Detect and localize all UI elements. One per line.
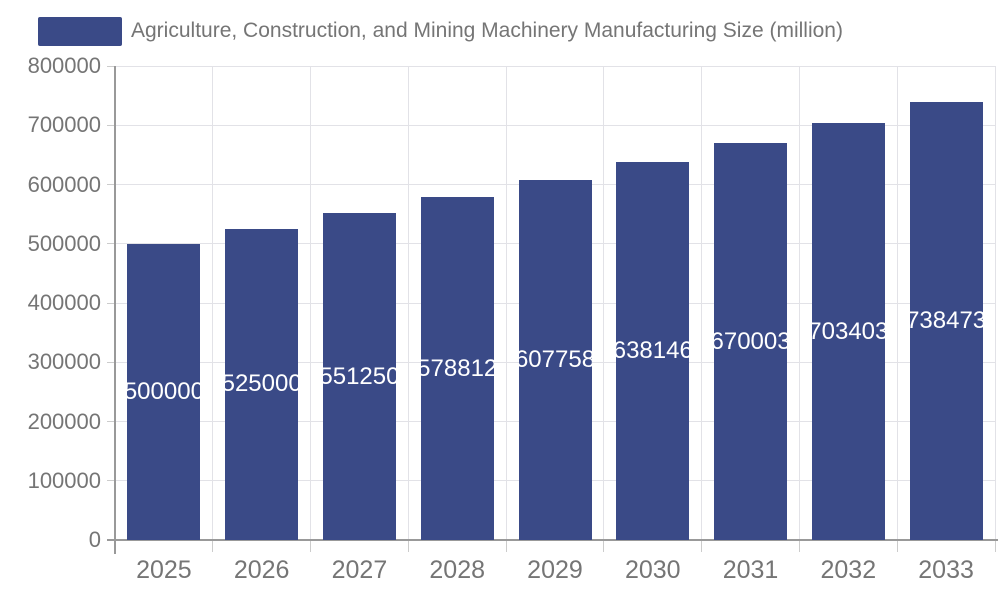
y-axis-tick: [107, 302, 115, 304]
x-tick-label: 2028: [429, 556, 486, 584]
y-tick-label: 800000: [27, 53, 101, 78]
bar-2029[interactable]: 607758: [518, 179, 592, 540]
v-gridline: [505, 66, 507, 540]
v-gridline: [603, 66, 605, 540]
x-tick-label: 2027: [331, 556, 388, 584]
bar-value-label: 638146: [616, 336, 690, 364]
v-gridline: [701, 66, 703, 540]
x-axis-tick: [212, 540, 214, 552]
v-gridline: [798, 66, 800, 540]
bar-value-label: 551250: [322, 362, 396, 390]
x-axis-tick: [896, 540, 898, 552]
bar-2033[interactable]: 738473: [909, 102, 983, 540]
x-tick-label: 2029: [527, 556, 583, 584]
y-tick-label: 0: [88, 527, 101, 552]
h-gridline: [115, 65, 995, 67]
x-axis-tick: [603, 540, 605, 552]
h-gridline: [115, 124, 995, 126]
y-tick-label: 300000: [27, 349, 101, 375]
x-axis-line: [107, 539, 998, 541]
v-gridline: [896, 66, 898, 540]
bar-2025[interactable]: 500000: [127, 243, 201, 540]
y-tick-label: 200000: [27, 408, 101, 434]
x-tick-label: 2031: [722, 556, 779, 584]
bar-value-label: 500000: [127, 377, 201, 405]
v-gridline: [212, 66, 214, 540]
bar-2026[interactable]: 525000: [225, 228, 299, 540]
bar-2032[interactable]: 703403: [811, 123, 885, 540]
bar-value-label: 738473: [909, 307, 983, 335]
x-tick-label: 2025: [136, 556, 192, 584]
x-tick-label: 2030: [624, 556, 681, 584]
x-axis-tick: [407, 540, 409, 552]
legend-item[interactable]: Agriculture, Construction, and Mining Ma…: [38, 15, 843, 47]
y-axis-tick: [107, 124, 115, 126]
x-tick-label: 2032: [820, 556, 877, 584]
y-tick-label: 400000: [27, 290, 101, 315]
bar-2031[interactable]: 670003: [714, 143, 788, 540]
x-axis-tick: [798, 540, 800, 552]
y-axis-tick: [107, 243, 115, 245]
bar-2028[interactable]: 578812: [420, 197, 494, 540]
bar-value-label: 670003: [714, 327, 788, 355]
bar-value-label: 578812: [420, 354, 494, 382]
v-gridline: [994, 66, 996, 540]
x-tick-label: 2033: [918, 556, 974, 584]
y-tick-label: 100000: [27, 467, 101, 493]
v-gridline: [310, 66, 312, 540]
y-tick-label: 600000: [27, 171, 101, 197]
bar-2027[interactable]: 551250: [322, 213, 396, 540]
x-axis-tick: [505, 540, 507, 552]
y-axis-tick: [107, 65, 115, 67]
y-axis-tick: [107, 361, 115, 363]
legend-swatch[interactable]: [38, 16, 122, 46]
bar-value-label: 525000: [225, 370, 299, 398]
v-gridline: [407, 66, 409, 540]
y-axis-line: [114, 66, 116, 554]
x-axis-tick: [994, 540, 996, 552]
x-axis-tick: [701, 540, 703, 552]
x-tick-label: 2026: [233, 556, 290, 584]
bar-2030[interactable]: 638146: [616, 161, 690, 540]
y-tick-label: 700000: [27, 112, 101, 138]
y-axis-tick: [107, 184, 115, 185]
legend-label: Agriculture, Construction, and Mining Ma…: [131, 19, 843, 42]
y-axis-tick: [107, 480, 115, 482]
y-tick-label: 500000: [27, 230, 101, 256]
x-axis-tick: [310, 540, 312, 552]
y-axis-tick: [107, 421, 115, 422]
bar-value-label: 607758: [518, 345, 592, 373]
bar-value-label: 703403: [811, 317, 885, 345]
